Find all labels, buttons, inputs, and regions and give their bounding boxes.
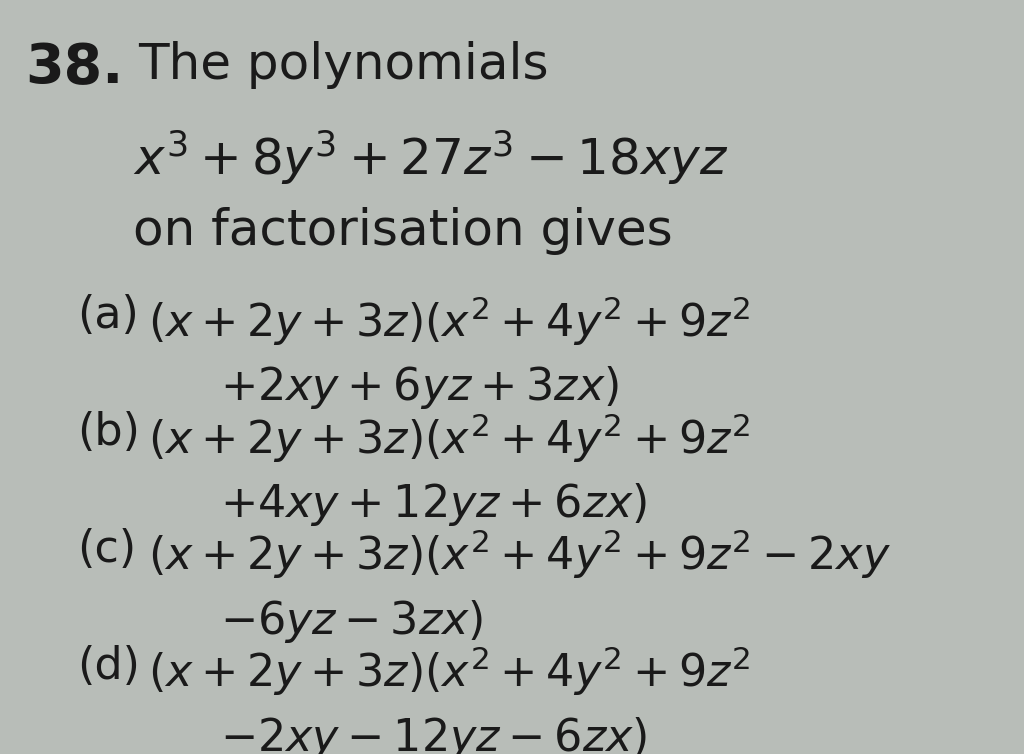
Text: 38.: 38. — [26, 41, 124, 96]
Text: $x^3+8y^3+27z^3-18xyz$: $x^3+8y^3+27z^3-18xyz$ — [133, 128, 729, 187]
Text: on factorisation gives: on factorisation gives — [133, 207, 673, 256]
Text: $+4xy+12yz+6zx)$: $+4xy+12yz+6zx)$ — [220, 481, 647, 528]
Text: (d): (d) — [77, 645, 139, 688]
Text: (a): (a) — [77, 294, 138, 337]
Text: $(x+2y+3z)(x^2+4y^2+9z^2-2xy$: $(x+2y+3z)(x^2+4y^2+9z^2-2xy$ — [148, 528, 892, 581]
Text: (c): (c) — [77, 528, 136, 571]
Text: $(x+2y+3z)(x^2+4y^2+9z^2$: $(x+2y+3z)(x^2+4y^2+9z^2$ — [148, 411, 751, 464]
Text: $(x+2y+3z)(x^2+4y^2+9z^2$: $(x+2y+3z)(x^2+4y^2+9z^2$ — [148, 294, 751, 348]
Text: $-6yz-3zx)$: $-6yz-3zx)$ — [220, 598, 483, 645]
Text: The polynomials: The polynomials — [138, 41, 549, 90]
Text: $(x+2y+3z)(x^2+4y^2+9z^2$: $(x+2y+3z)(x^2+4y^2+9z^2$ — [148, 645, 751, 698]
Text: $-2xy-12yz-6zx)$: $-2xy-12yz-6zx)$ — [220, 715, 647, 754]
Text: $+2xy+6yz+3zx)$: $+2xy+6yz+3zx)$ — [220, 364, 620, 411]
Text: (b): (b) — [77, 411, 139, 454]
